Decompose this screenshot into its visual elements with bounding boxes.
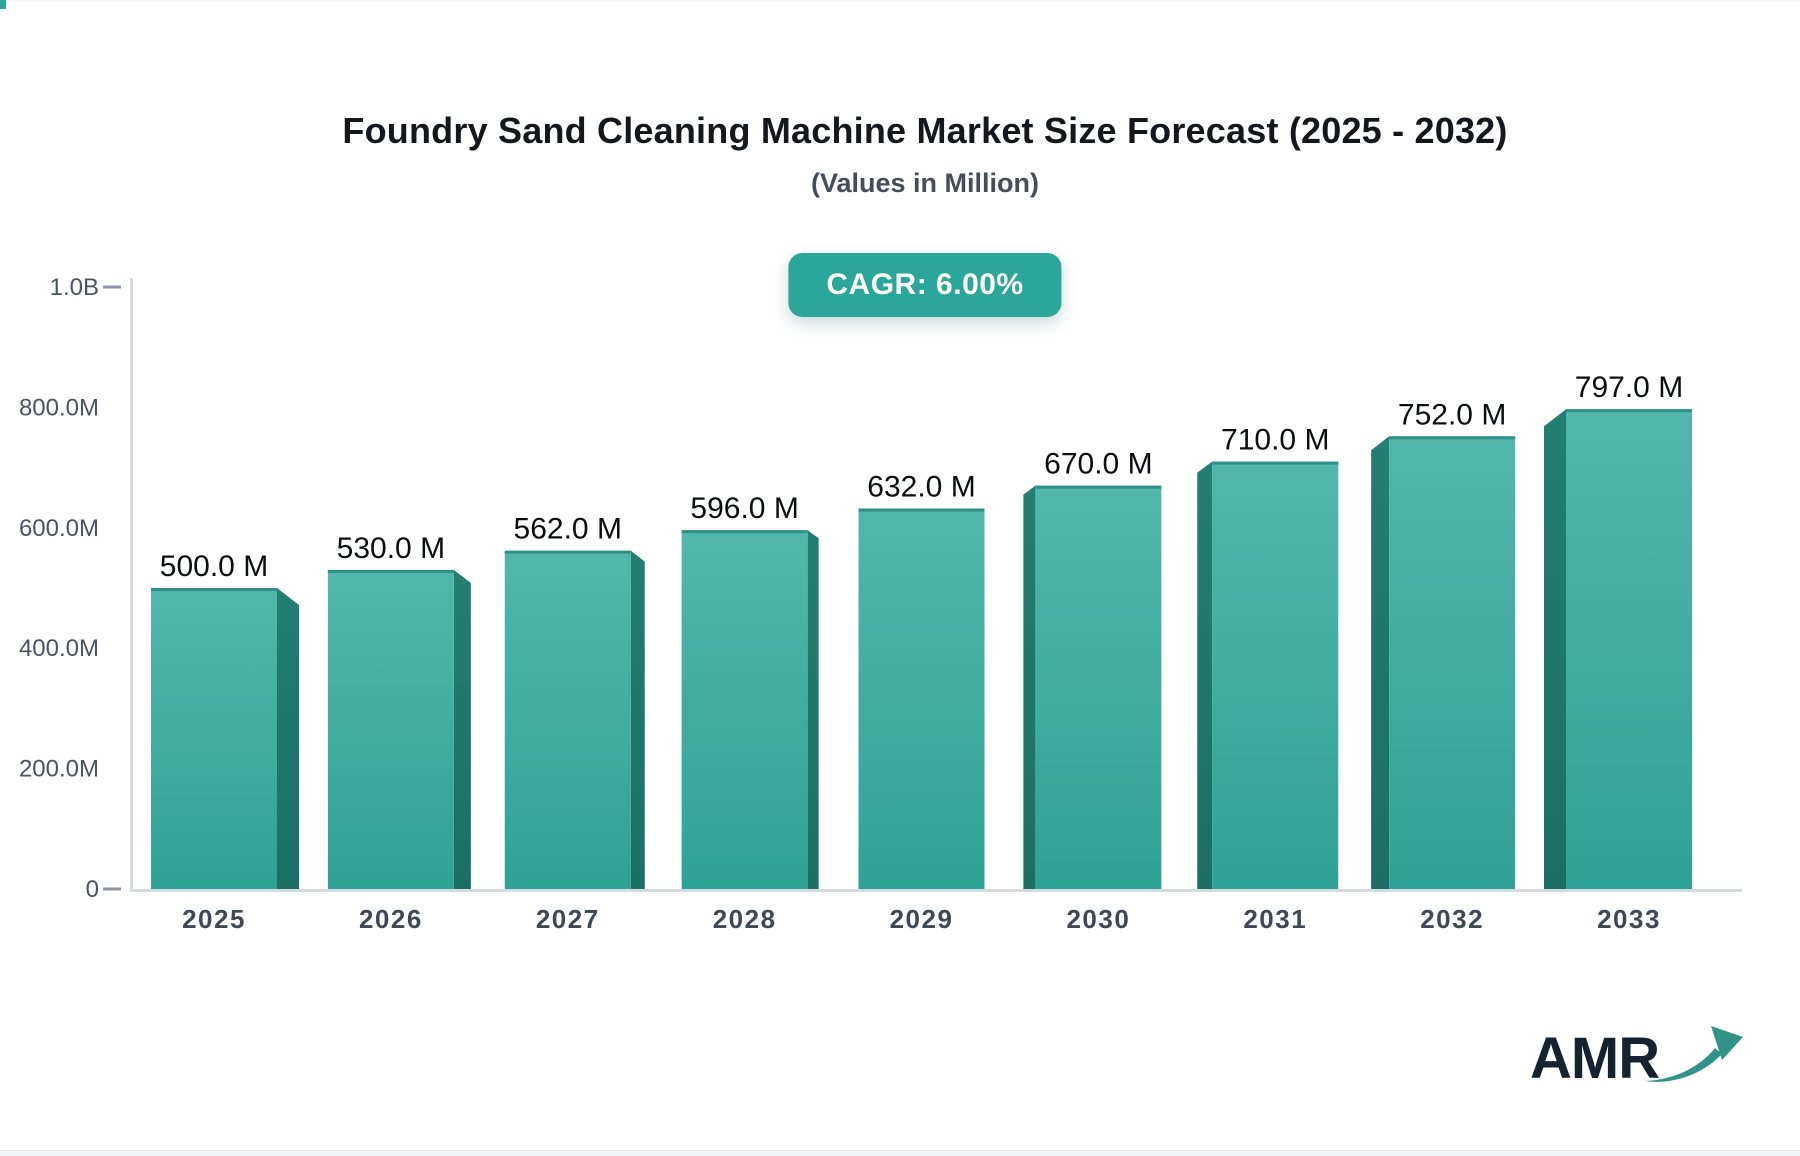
amr-logo-text: AMR — [1530, 1026, 1660, 1091]
bar-front-face — [681, 530, 808, 889]
bar-front-face — [858, 508, 985, 889]
x-axis-label: 2026 — [359, 904, 423, 934]
bar-side-face — [807, 530, 819, 889]
bar-group-2027: 562.0 M 2027 — [504, 513, 645, 934]
amr-logo: AMR — [1530, 1026, 1745, 1091]
bar-group-2026: 530.0 M 2026 — [327, 532, 471, 934]
bar-side-face — [1023, 485, 1036, 889]
bar-front-face — [151, 588, 277, 889]
growth-arrow-icon — [1645, 1026, 1744, 1082]
y-tick-mark — [103, 285, 121, 289]
x-axis-label: 2031 — [1243, 904, 1307, 934]
y-axis-label: 200.0M — [19, 756, 99, 783]
bar-group-2031: 710.0 M 2031 — [1197, 424, 1339, 934]
bar-top-edge — [1566, 409, 1692, 413]
bar-top-edge — [1389, 436, 1516, 440]
x-axis-label: 2030 — [1066, 904, 1130, 934]
bar-front-face — [504, 550, 631, 889]
bar-top-edge — [151, 588, 277, 591]
bar-value-label: 530.0 M — [337, 532, 445, 565]
bar-group-2030: 670.0 M 2030 — [1023, 448, 1162, 934]
bar-group-2032: 752.0 M 2032 — [1371, 398, 1516, 934]
cagr-badge: CAGR: 6.00% — [788, 253, 1062, 317]
bar-top-edge — [1212, 461, 1339, 465]
y-axis-label: 600.0M — [19, 515, 99, 542]
y-axis-label: 800.0M — [19, 394, 99, 421]
y-axis-line — [130, 278, 133, 892]
bar-side-face — [1371, 436, 1390, 889]
corner-accent-mark — [0, 0, 6, 9]
bar-front-face — [1035, 485, 1162, 889]
bar-value-label: 562.0 M — [514, 513, 622, 546]
x-axis-label: 2032 — [1420, 904, 1484, 934]
bar-value-label: 500.0 M — [160, 550, 268, 583]
x-axis-line — [130, 889, 1742, 892]
x-axis-label: 2027 — [536, 904, 600, 934]
bar-front-face — [1212, 461, 1339, 889]
chart-subtitle: (Values in Million) — [810, 168, 1040, 198]
bar-top-edge — [1035, 485, 1162, 489]
y-tick-mark — [103, 887, 121, 891]
bar-front-face — [1389, 436, 1516, 889]
bar-value-label: 596.0 M — [690, 492, 798, 525]
bar-top-edge — [327, 569, 454, 573]
top-border-line — [0, 0, 1800, 2]
bar-side-face — [630, 550, 645, 889]
bar-side-face — [1544, 409, 1566, 889]
y-axis-label: 0 — [86, 876, 99, 903]
bar-value-label: 710.0 M — [1221, 424, 1329, 457]
bar-group-2025: 500.0 M 2025 — [151, 550, 299, 934]
chart-title: Foundry Sand Cleaning Machine Market Siz… — [342, 110, 1508, 151]
bar-value-label: 752.0 M — [1398, 398, 1506, 431]
bar-value-label: 797.0 M — [1575, 371, 1683, 404]
y-axis-label: 1.0B — [50, 274, 99, 301]
x-axis-label: 2028 — [713, 904, 777, 934]
bar-group-2029: 632.0 M 2029 — [858, 471, 985, 934]
x-axis-label: 2029 — [890, 904, 954, 934]
bar-front-face — [1566, 409, 1692, 889]
bar-value-label: 632.0 M — [867, 471, 975, 504]
bar-top-edge — [681, 530, 808, 534]
x-axis-label: 2025 — [182, 904, 246, 934]
bar-front-face — [327, 569, 454, 889]
y-axis-label: 400.0M — [19, 635, 99, 662]
bar-group-2028: 596.0 M 2028 — [681, 492, 819, 934]
x-axis-label: 2033 — [1597, 904, 1661, 934]
bar-side-face — [277, 588, 299, 889]
bar-group-2033: 797.0 M 2033 — [1544, 371, 1692, 934]
bar-side-face — [1197, 461, 1213, 889]
bar-top-edge — [504, 550, 631, 554]
bottom-border-line — [0, 1150, 1800, 1156]
bar-value-label: 670.0 M — [1044, 448, 1152, 481]
bar-top-edge — [858, 508, 985, 512]
bar-side-face — [453, 569, 471, 889]
